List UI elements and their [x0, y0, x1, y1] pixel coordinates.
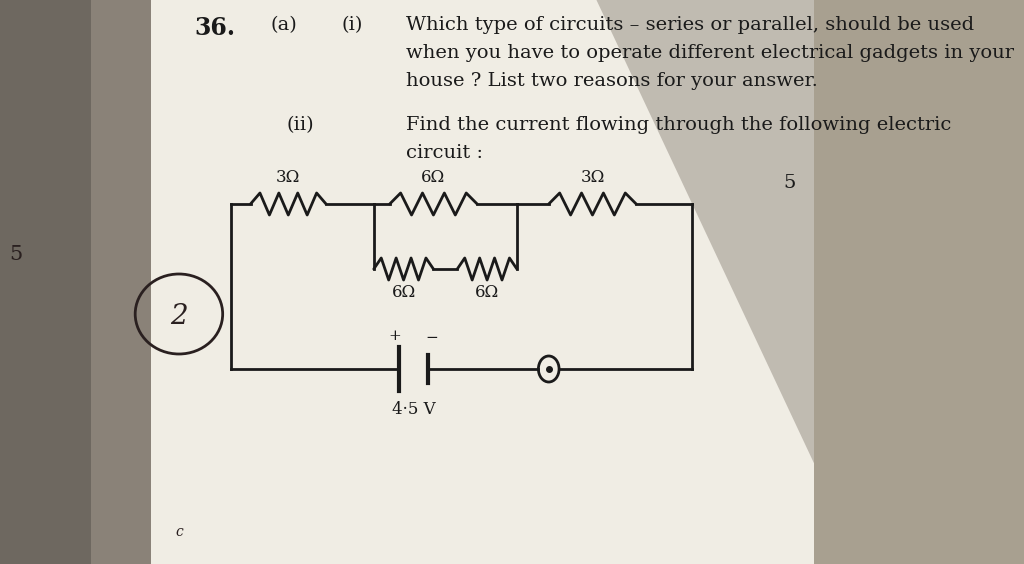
Text: Which type of circuits – series or parallel, should be used: Which type of circuits – series or paral…: [406, 16, 974, 34]
Text: 6Ω: 6Ω: [475, 284, 500, 301]
Text: 6Ω: 6Ω: [391, 284, 416, 301]
Text: Find the current flowing through the following electric: Find the current flowing through the fol…: [406, 116, 951, 134]
Text: 6Ω: 6Ω: [421, 169, 445, 186]
Text: circuit :: circuit :: [406, 144, 482, 162]
FancyBboxPatch shape: [116, 0, 135, 564]
Text: −: −: [425, 331, 438, 345]
Text: 5: 5: [783, 174, 796, 192]
Text: 3Ω: 3Ω: [276, 169, 300, 186]
FancyBboxPatch shape: [152, 0, 814, 564]
Text: +: +: [388, 329, 400, 343]
Text: house ? List two reasons for your answer.: house ? List two reasons for your answer…: [406, 72, 817, 90]
FancyBboxPatch shape: [135, 0, 152, 564]
FancyBboxPatch shape: [0, 0, 91, 564]
Text: 4·5 V: 4·5 V: [392, 401, 435, 418]
Text: 5: 5: [9, 245, 23, 263]
Text: 3Ω: 3Ω: [581, 169, 604, 186]
Text: (i): (i): [342, 16, 364, 34]
Text: (ii): (ii): [287, 116, 314, 134]
Text: (a): (a): [270, 16, 297, 34]
Text: 36.: 36.: [195, 16, 236, 40]
Text: when you have to operate different electrical gadgets in your: when you have to operate different elect…: [406, 44, 1014, 62]
Polygon shape: [477, 0, 814, 464]
Text: 2: 2: [170, 302, 187, 329]
FancyBboxPatch shape: [91, 0, 116, 564]
Text: c: c: [175, 525, 182, 539]
